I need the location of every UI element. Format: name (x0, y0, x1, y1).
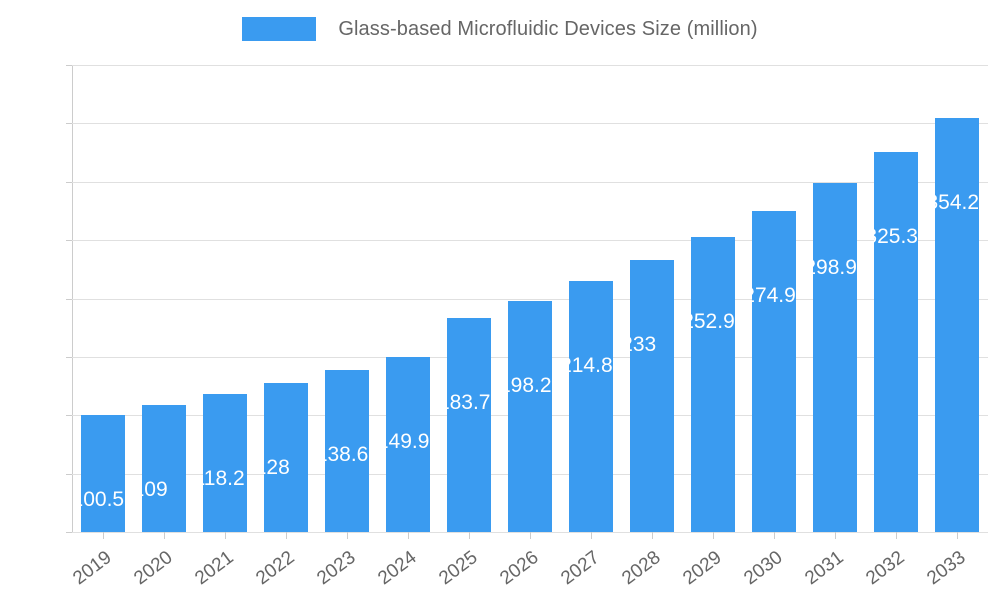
x-tick-mark-2028 (652, 532, 654, 539)
x-tick-label-2028: 2028 (618, 547, 665, 590)
bar-2027[interactable] (569, 281, 614, 532)
x-tick-mark-2023 (346, 532, 348, 539)
bar-slot: 149.9 (377, 65, 438, 532)
x-tick-mark-2024 (407, 532, 409, 539)
bar-slot: 183.7 (438, 65, 499, 532)
bar-value-label-2028: 233 (630, 333, 657, 355)
x-tick-label-2032: 2032 (862, 547, 910, 590)
bar-2025[interactable] (446, 317, 491, 532)
chart-legend: Glass-based Microfluidic Devices Size (m… (0, 14, 1000, 44)
y-tick-mark-400 (66, 65, 72, 66)
bar-slot: 233 (622, 65, 683, 532)
bar-2030[interactable] (752, 211, 797, 532)
bar-2033[interactable] (935, 118, 980, 532)
y-tick-mark-50 (66, 473, 72, 475)
bar-2021[interactable] (202, 394, 247, 532)
x-tick-mark-2019 (102, 532, 104, 539)
y-tick-mark-100 (66, 415, 72, 417)
bar-value-label-2019: 100.5 (81, 488, 125, 510)
bar-value-label-2020: 109 (142, 478, 168, 500)
x-tick-mark-2032 (896, 532, 898, 539)
x-tick-label-2019: 2019 (68, 547, 116, 590)
bar-2022[interactable] (263, 382, 308, 532)
legend-swatch-series-0[interactable] (242, 17, 317, 41)
x-tick-mark-2030 (774, 532, 776, 539)
x-tick-mark-2022 (285, 532, 287, 539)
bar-value-label-2029: 252.9 (691, 310, 735, 332)
x-tick-mark-2026 (530, 532, 531, 539)
bar-2019[interactable] (80, 414, 125, 532)
bar-value-label-2032: 325.3 (874, 226, 918, 248)
x-tick-label-2023: 2023 (313, 547, 360, 590)
bar-2023[interactable] (324, 370, 369, 532)
bar-value-label-2030: 274.9 (752, 285, 796, 307)
bar-2031[interactable] (813, 183, 858, 532)
gridline-y-350 (72, 123, 988, 125)
bar-value-label-2022: 128 (264, 456, 290, 478)
bar-value-label-2033: 354.2 (935, 192, 980, 214)
x-tick-label-2022: 2022 (251, 547, 299, 590)
bar-slot: 252.9 (683, 65, 744, 532)
x-tick-label-2029: 2029 (679, 547, 726, 590)
bar-slot: 198.2 (499, 65, 560, 532)
bar-2029[interactable] (691, 236, 736, 532)
x-tick-label-2026: 2026 (496, 547, 543, 590)
x-tick-label-2024: 2024 (374, 547, 421, 590)
x-tick-label-2027: 2027 (557, 547, 604, 590)
gridline-y-400 (72, 65, 988, 66)
x-tick-label-2021: 2021 (190, 547, 238, 590)
bar-value-label-2023: 138.6 (325, 444, 369, 466)
bar-slot: 109 (133, 65, 194, 532)
x-tick-label-2031: 2031 (801, 547, 848, 590)
x-tick-label-2033: 2033 (923, 547, 971, 590)
y-tick-mark-300 (66, 181, 72, 183)
x-tick-mark-2029 (713, 532, 715, 539)
bar-slot: 118.2 (194, 65, 255, 532)
y-tick-mark-200 (66, 298, 72, 300)
x-tick-mark-2025 (468, 532, 470, 539)
bar-value-label-2027: 214.8 (569, 355, 613, 377)
bar-value-label-2031: 298.9 (813, 257, 857, 279)
bar-2028[interactable] (630, 259, 675, 532)
bar-value-label-2021: 118.2 (203, 468, 245, 490)
x-tick-mark-2031 (835, 532, 837, 539)
x-tick-mark-2033 (957, 532, 959, 539)
bars-container: 100.5 109 118.2 128 138.6 149.9 183.7 198.2 214.… (72, 65, 988, 532)
bar-value-label-2024: 149.9 (386, 431, 430, 452)
y-tick-mark-250 (66, 240, 72, 242)
x-tick-label-2020: 2020 (129, 547, 177, 590)
bar-slot: 325.3 (866, 65, 927, 532)
y-tick-mark-350 (66, 123, 72, 125)
x-tick-label-2030: 2030 (740, 547, 787, 590)
bar-2024[interactable] (385, 357, 430, 532)
bar-value-label-2025: 183.7 (447, 391, 491, 413)
bar-slot: 274.9 (744, 65, 805, 532)
gridline-y-250 (72, 240, 988, 242)
x-tick-mark-2027 (591, 532, 593, 539)
bar-slot: 298.9 (805, 65, 866, 532)
bar-slot: 214.8 (561, 65, 622, 532)
x-tick-mark-2021 (224, 532, 226, 539)
y-tick-mark-150 (66, 356, 72, 358)
bar-slot: 354.2 (927, 65, 988, 532)
x-tick-label-2025: 2025 (435, 547, 482, 590)
gridline-y-300 (72, 181, 988, 183)
bar-slot: 138.6 (316, 65, 377, 532)
bar-slot: 128 (255, 65, 316, 532)
y-tick-mark-0 (66, 532, 72, 533)
bar-2032[interactable] (874, 152, 919, 532)
bar-2020[interactable] (141, 404, 186, 532)
legend-label-series-0[interactable]: Glass-based Microfluidic Devices Size (m… (338, 17, 758, 40)
gridline-y-200 (72, 298, 988, 300)
bar-slot: 100.5 (72, 65, 133, 532)
bar-value-label-2026: 198.2 (508, 374, 552, 396)
x-tick-mark-2020 (163, 532, 165, 539)
bar-2026[interactable] (508, 300, 552, 532)
